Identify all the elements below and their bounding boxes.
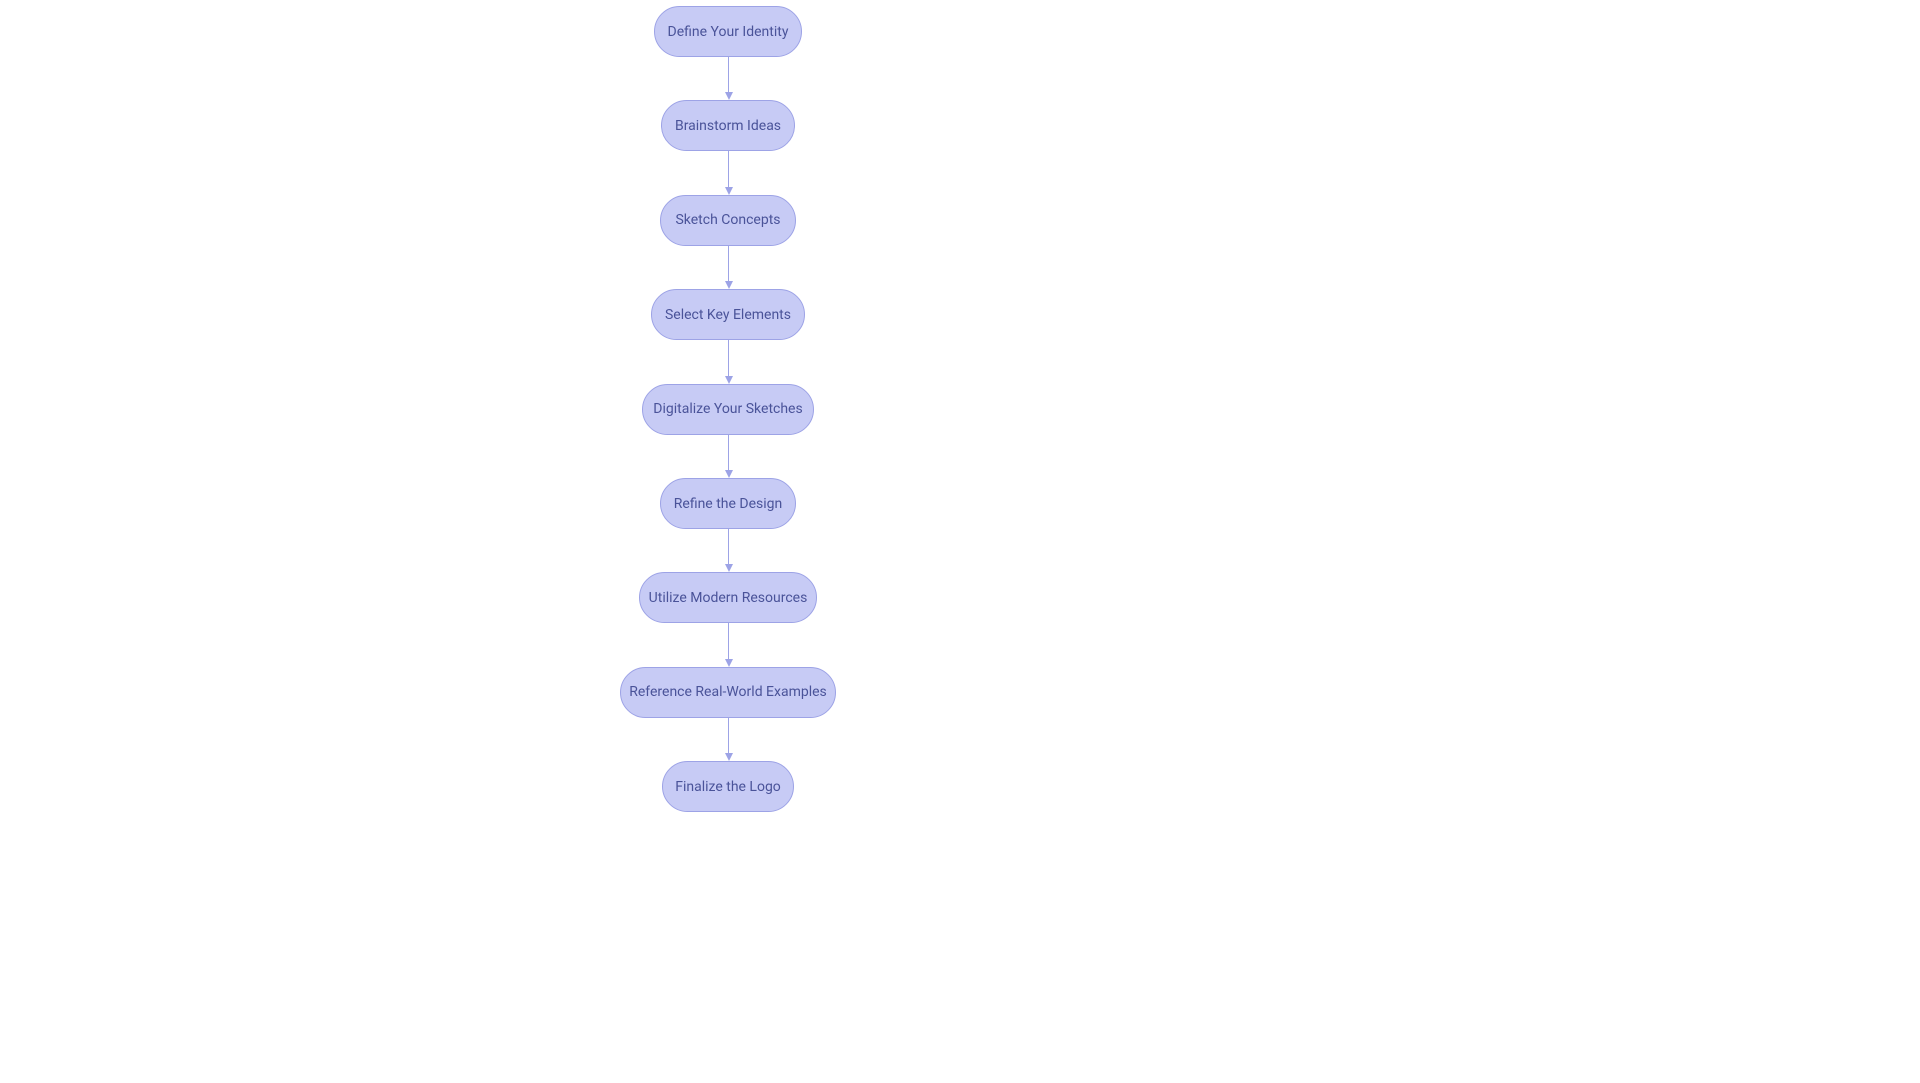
arrow-down-icon [725, 187, 733, 195]
flowchart-node-brainstorm-ideas[interactable]: Brainstorm Ideas [661, 100, 795, 151]
flowchart-node-label: Reference Real-World Examples [629, 684, 827, 700]
arrow-down-icon [725, 564, 733, 572]
flowchart-edge [728, 718, 729, 753]
flowchart-node-label: Define Your Identity [668, 24, 789, 40]
flowchart-node-finalize-logo[interactable]: Finalize the Logo [662, 761, 794, 812]
flowchart-node-label: Brainstorm Ideas [675, 118, 781, 134]
flowchart-node-digitalize[interactable]: Digitalize Your Sketches [642, 384, 814, 435]
flowchart-edge [728, 340, 729, 375]
flowchart-node-label: Digitalize Your Sketches [653, 401, 802, 417]
flowchart-node-define-identity[interactable]: Define Your Identity [654, 6, 802, 57]
flowchart-node-reference-examples[interactable]: Reference Real-World Examples [620, 667, 836, 718]
flowchart-node-refine-design[interactable]: Refine the Design [660, 478, 796, 529]
flowchart-node-label: Refine the Design [674, 496, 782, 512]
arrow-down-icon [725, 92, 733, 100]
flowchart-edge [728, 151, 729, 186]
flowchart-edge [728, 529, 729, 564]
flowchart-node-label: Finalize the Logo [675, 779, 781, 795]
flowchart-node-utilize-resources[interactable]: Utilize Modern Resources [639, 572, 817, 623]
flowchart-node-label: Sketch Concepts [675, 212, 780, 228]
flowchart-edge [728, 623, 729, 658]
arrow-down-icon [725, 470, 733, 478]
arrow-down-icon [725, 753, 733, 761]
flowchart-edge [728, 435, 729, 470]
flowchart-node-select-elements[interactable]: Select Key Elements [651, 289, 805, 340]
flowchart-node-sketch-concepts[interactable]: Sketch Concepts [660, 195, 796, 246]
flowchart-canvas: Define Your Identity Brainstorm Ideas Sket… [0, 0, 1920, 1083]
flowchart-node-label: Select Key Elements [665, 307, 791, 323]
flowchart-edge [728, 57, 729, 92]
arrow-down-icon [725, 376, 733, 384]
flowchart-edge [728, 246, 729, 281]
flowchart-node-label: Utilize Modern Resources [649, 590, 808, 606]
arrow-down-icon [725, 281, 733, 289]
arrow-down-icon [725, 659, 733, 667]
